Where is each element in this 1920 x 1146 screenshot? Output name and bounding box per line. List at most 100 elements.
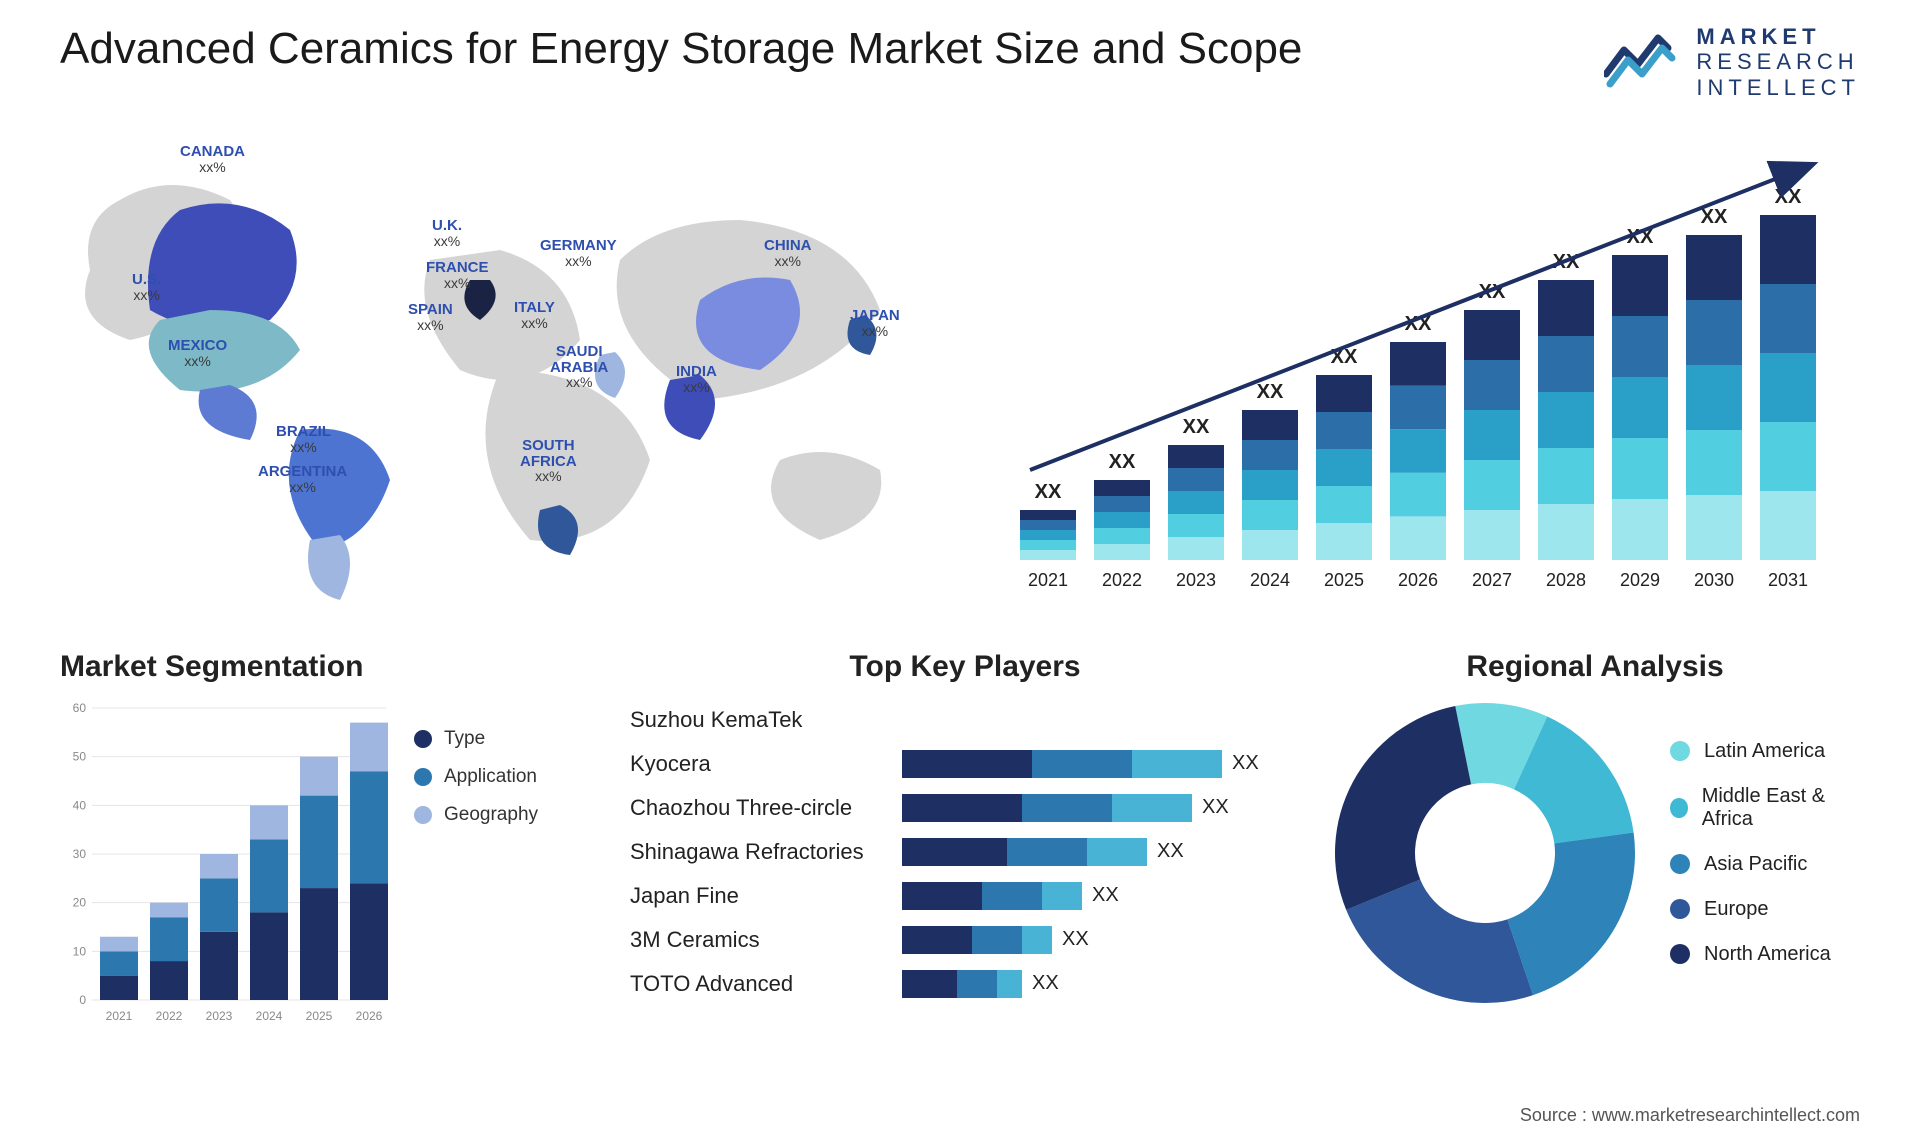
map-label-mexico: MEXICOxx% bbox=[168, 338, 227, 368]
legend-label: Middle East & Africa bbox=[1702, 785, 1860, 831]
svg-text:2024: 2024 bbox=[256, 1009, 283, 1023]
legend-label: Application bbox=[444, 766, 537, 788]
map-label-brazil: BRAZILxx% bbox=[276, 424, 331, 454]
legend-swatch bbox=[414, 768, 432, 786]
player-bar-segment bbox=[997, 970, 1022, 998]
player-bar bbox=[902, 750, 1222, 778]
svg-text:2025: 2025 bbox=[1324, 570, 1364, 590]
player-name: 3M Ceramics bbox=[630, 927, 890, 953]
player-bar-segment bbox=[902, 926, 972, 954]
player-bar-segment bbox=[1087, 838, 1147, 866]
player-bar-wrap: XX bbox=[902, 926, 1300, 954]
player-bar-wrap: XX bbox=[902, 794, 1300, 822]
map-label-saudi: SAUDIARABIAxx% bbox=[550, 344, 608, 390]
player-bar-segment bbox=[902, 838, 1007, 866]
svg-text:2031: 2031 bbox=[1768, 570, 1808, 590]
player-bar-wrap: XX bbox=[902, 750, 1300, 778]
player-row: Japan Fine XX bbox=[630, 874, 1300, 918]
regional-legend: Latin America Middle East & Africa Asia Pa… bbox=[1670, 740, 1860, 966]
svg-text:60: 60 bbox=[73, 701, 87, 715]
seg-legend-item: Application bbox=[414, 766, 538, 788]
svg-text:2022: 2022 bbox=[156, 1009, 183, 1023]
player-value: XX bbox=[1032, 972, 1059, 995]
segmentation-legend: TypeApplicationGeography bbox=[414, 698, 538, 826]
legend-label: Type bbox=[444, 728, 485, 750]
player-name: Suzhou KemaTek bbox=[630, 707, 890, 733]
legend-swatch bbox=[414, 730, 432, 748]
svg-text:2028: 2028 bbox=[1546, 570, 1586, 590]
legend-swatch bbox=[1670, 798, 1688, 818]
player-value: XX bbox=[1232, 752, 1259, 775]
player-row: TOTO Advanced XX bbox=[630, 962, 1300, 1006]
region-legend-item: North America bbox=[1670, 943, 1860, 966]
legend-swatch bbox=[1670, 741, 1690, 761]
region-legend-item: Asia Pacific bbox=[1670, 853, 1860, 876]
region-legend-item: Europe bbox=[1670, 898, 1860, 921]
player-bar-segment bbox=[1132, 750, 1222, 778]
svg-text:2025: 2025 bbox=[306, 1009, 333, 1023]
top-key-players-panel: Top Key Players Suzhou KemaTekKyoceraXXC… bbox=[630, 650, 1300, 1090]
player-name: Japan Fine bbox=[630, 883, 890, 909]
map-label-japan: JAPANxx% bbox=[850, 308, 900, 338]
regional-analysis-panel: Regional Analysis Latin AmericaMiddle Ea… bbox=[1330, 650, 1860, 1090]
svg-text:50: 50 bbox=[73, 750, 87, 764]
svg-text:XX: XX bbox=[1109, 451, 1136, 473]
svg-text:2026: 2026 bbox=[356, 1009, 383, 1023]
map-label-canada: CANADAxx% bbox=[180, 144, 245, 174]
svg-text:10: 10 bbox=[73, 944, 87, 958]
player-bar-segment bbox=[902, 750, 1032, 778]
svg-text:XX: XX bbox=[1183, 416, 1210, 438]
player-bar bbox=[902, 838, 1147, 866]
world-map: CANADAxx%U.S.xx%MEXICOxx%BRAZILxx%ARGENT… bbox=[60, 120, 960, 620]
player-bar bbox=[902, 926, 1052, 954]
logo-mark-icon bbox=[1604, 30, 1682, 93]
player-bar-segment bbox=[902, 882, 982, 910]
svg-text:2021: 2021 bbox=[106, 1009, 133, 1023]
svg-text:2030: 2030 bbox=[1694, 570, 1734, 590]
legend-label: Europe bbox=[1704, 898, 1769, 921]
legend-swatch bbox=[414, 806, 432, 824]
svg-text:2023: 2023 bbox=[206, 1009, 233, 1023]
segmentation-title: Market Segmentation bbox=[60, 650, 600, 684]
player-name: TOTO Advanced bbox=[630, 971, 890, 997]
market-segmentation-panel: Market Segmentation 01020304050602021202… bbox=[60, 650, 600, 1090]
player-value: XX bbox=[1062, 928, 1089, 951]
player-bar-segment bbox=[1007, 838, 1087, 866]
player-name: Kyocera bbox=[630, 751, 890, 777]
player-bar-segment bbox=[902, 794, 1022, 822]
legend-swatch bbox=[1670, 944, 1690, 964]
player-name: Shinagawa Refractories bbox=[630, 839, 890, 865]
player-bar-segment bbox=[1022, 794, 1112, 822]
player-bar bbox=[902, 970, 1022, 998]
map-label-india: INDIAxx% bbox=[676, 364, 717, 394]
map-label-germany: GERMANYxx% bbox=[540, 238, 617, 268]
map-label-southafrica: SOUTHAFRICAxx% bbox=[520, 438, 577, 484]
region-legend-item: Latin America bbox=[1670, 740, 1860, 763]
svg-text:2021: 2021 bbox=[1028, 570, 1068, 590]
legend-swatch bbox=[1670, 854, 1690, 874]
player-row: Shinagawa Refractories XX bbox=[630, 830, 1300, 874]
svg-text:0: 0 bbox=[79, 993, 86, 1007]
svg-text:2022: 2022 bbox=[1102, 570, 1142, 590]
player-value: XX bbox=[1157, 840, 1184, 863]
svg-text:XX: XX bbox=[1701, 206, 1728, 228]
legend-label: North America bbox=[1704, 943, 1831, 966]
map-label-uk: U.K.xx% bbox=[432, 218, 462, 248]
svg-text:XX: XX bbox=[1775, 186, 1802, 208]
legend-swatch bbox=[1670, 899, 1690, 919]
player-bar-segment bbox=[972, 926, 1022, 954]
player-bar-wrap: XX bbox=[902, 838, 1300, 866]
svg-text:XX: XX bbox=[1035, 481, 1062, 503]
segmentation-chart: 0102030405060202120222023202420252026 bbox=[60, 698, 390, 1028]
svg-text:40: 40 bbox=[73, 798, 87, 812]
player-name: Chaozhou Three-circle bbox=[630, 795, 890, 821]
svg-text:2023: 2023 bbox=[1176, 570, 1216, 590]
player-bar-wrap: XX bbox=[902, 970, 1300, 998]
legend-label: Latin America bbox=[1704, 740, 1825, 763]
svg-text:2027: 2027 bbox=[1472, 570, 1512, 590]
player-value: XX bbox=[1092, 884, 1119, 907]
player-row: Suzhou KemaTek bbox=[630, 698, 1300, 742]
map-label-france: FRANCExx% bbox=[426, 260, 489, 290]
page-title: Advanced Ceramics for Energy Storage Mar… bbox=[60, 24, 1302, 74]
player-bar bbox=[902, 794, 1192, 822]
